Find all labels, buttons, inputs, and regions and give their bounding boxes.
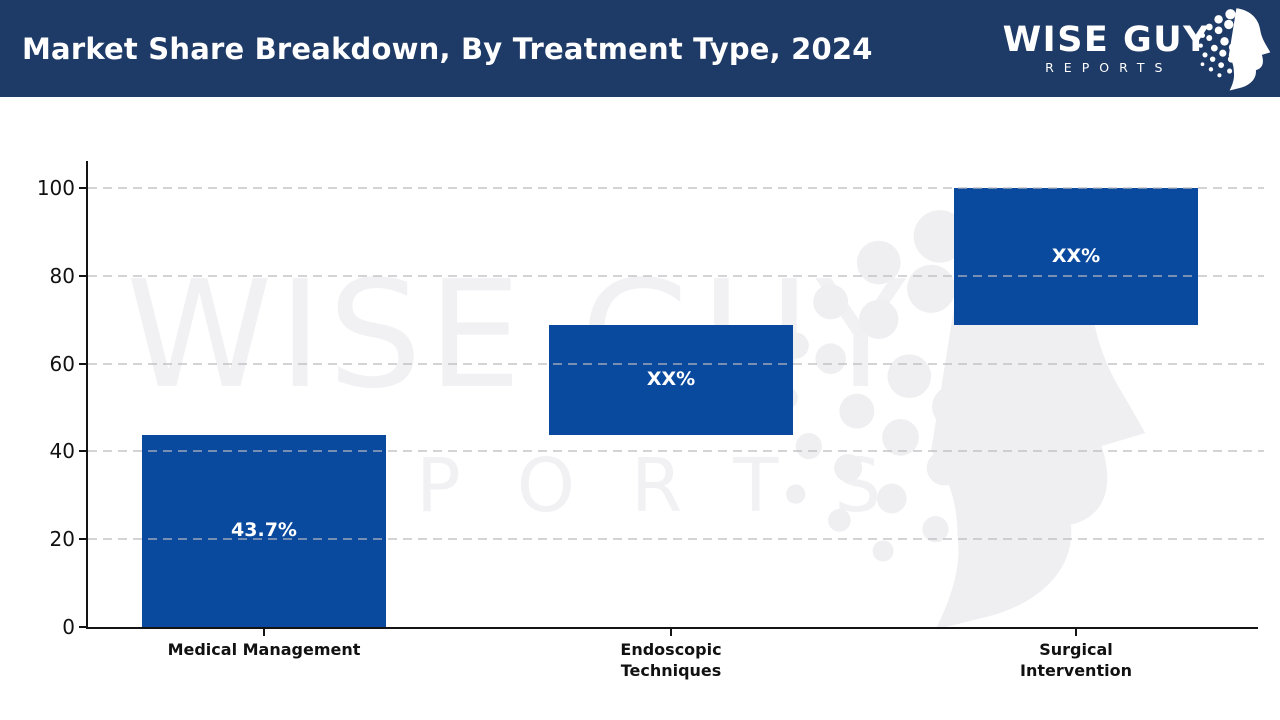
y-tick-label: 60 [49,351,75,376]
bar-2 [549,325,793,436]
bar-value-label: XX% [1051,244,1101,267]
x-category-label: Endoscopic Techniques [620,640,722,680]
y-tick-label: 40 [49,439,75,464]
y-axis-line [86,161,88,629]
brand-name: WISE GUY [1002,19,1210,60]
y-tick-mark [79,274,86,277]
bar-value-label: XX% [646,368,696,391]
brand-logo-text: WISE GUY REPORTS [1002,19,1210,75]
y-tick-mark [79,626,86,628]
gridline-20 [88,538,1264,541]
y-tick-mark [79,362,86,365]
bar-value-label: 43.7% [231,519,297,542]
x-tick-mark [263,629,265,636]
brand-logo: WISE GUY REPORTS [1003,6,1272,92]
x-axis-line [86,627,1258,629]
x-category-label: Medical Management [167,640,361,659]
x-tick-mark [1075,629,1077,636]
x-tick-mark [670,629,672,636]
bar-3 [954,188,1198,326]
chart-canvas: WISE GUY REPORTS 0 20 40 60 80 100 43.7% Medica… [0,97,1280,720]
y-tick-mark [79,187,86,189]
y-tick-label: 20 [49,527,75,552]
y-tick-label: 0 [62,615,75,639]
gridline-60 [88,362,1264,365]
bar-1 [142,435,386,627]
y-tick-label: 80 [49,263,75,288]
y-tick-label: 100 [36,176,75,200]
y-tick-mark [79,450,86,453]
header: Market Share Breakdown, By Treatment Typ… [0,0,1280,97]
gridline-40 [88,450,1264,453]
page-title: Market Share Breakdown, By Treatment Typ… [22,31,873,66]
y-tick-mark [79,538,86,541]
x-category-label: Surgical Intervention [1020,640,1132,680]
gridline-80 [88,274,1264,277]
gridline-100 [88,187,1264,189]
brand-subtext: REPORTS [1045,59,1173,75]
